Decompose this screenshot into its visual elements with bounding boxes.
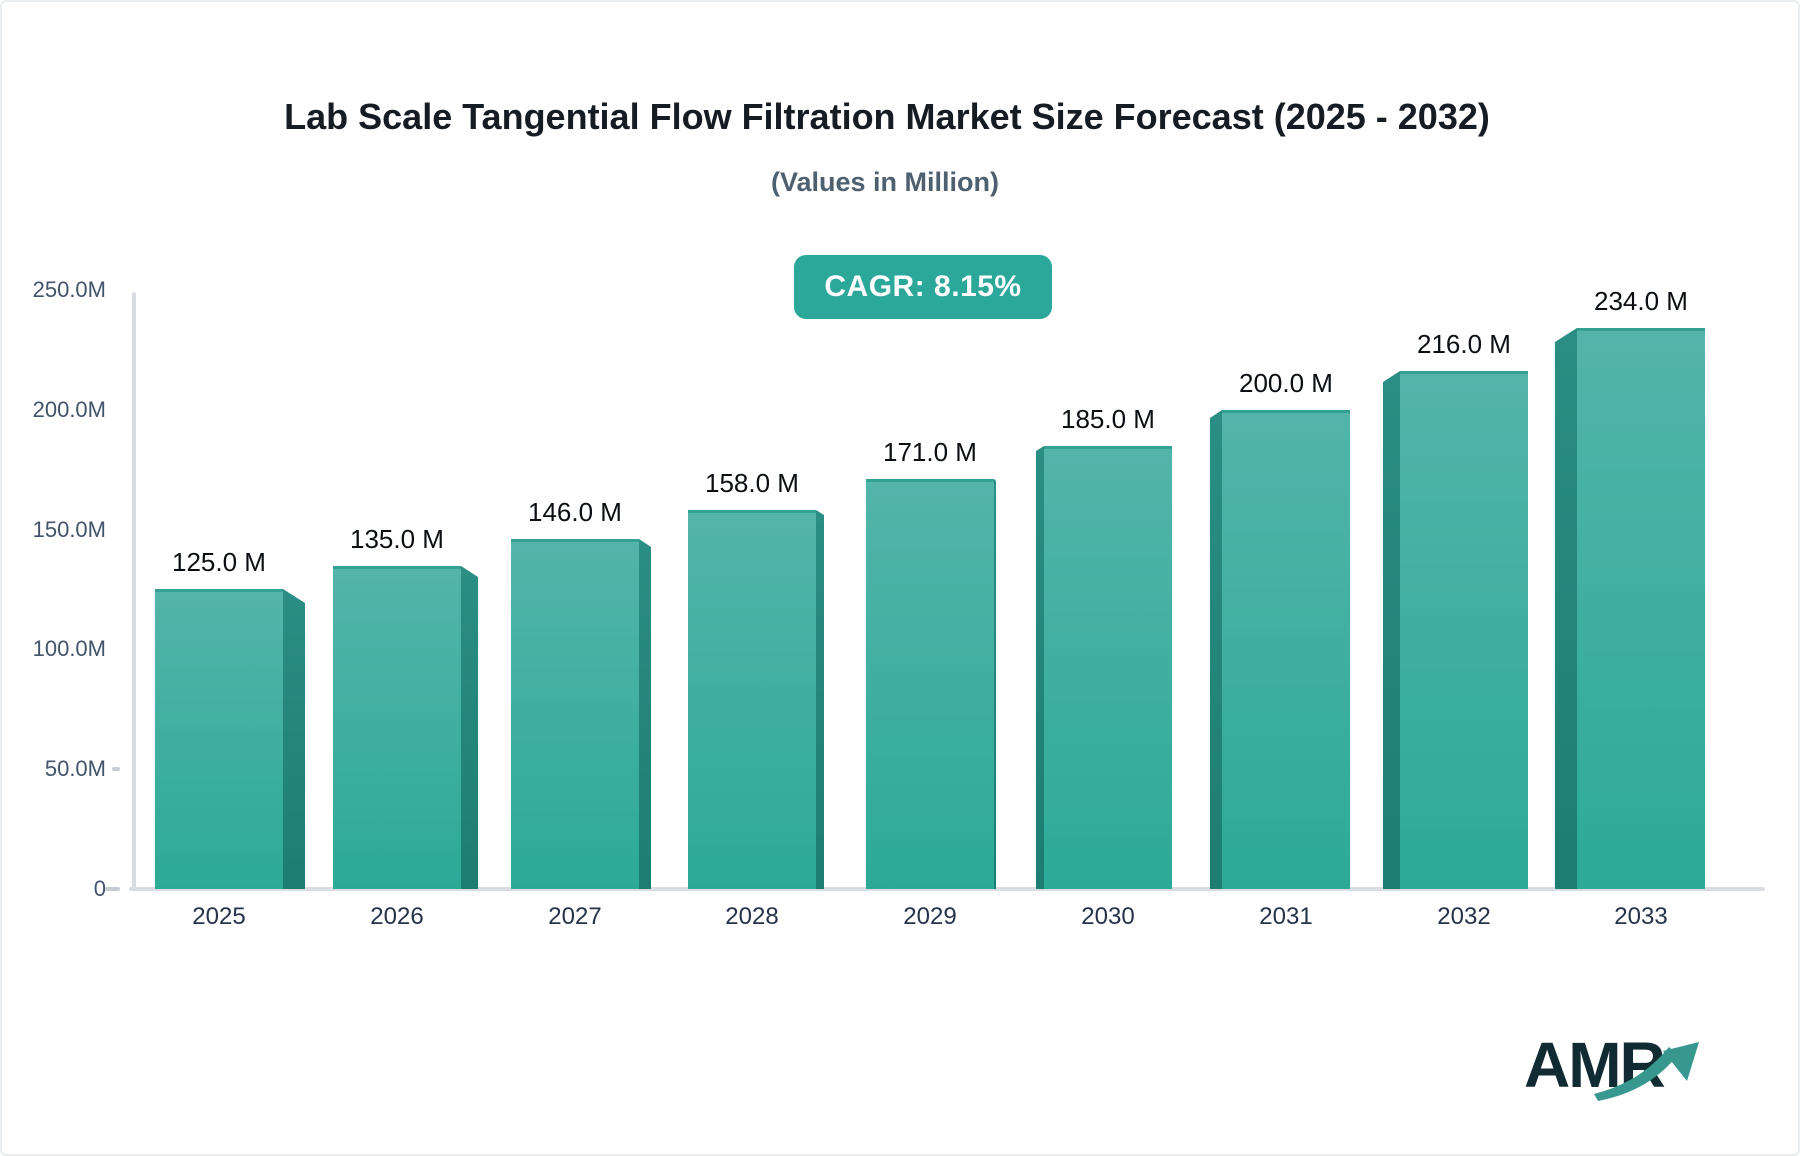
bar-2030[interactable] xyxy=(1044,446,1172,889)
bar-side-face xyxy=(639,539,651,889)
bar-value-label: 158.0 M xyxy=(705,468,799,498)
cagr-badge: CAGR: 8.15% xyxy=(794,255,1052,319)
bar-value-label: 135.0 M xyxy=(350,524,444,554)
bar-2032[interactable] xyxy=(1400,371,1528,889)
bar-2026[interactable] xyxy=(333,566,461,889)
amr-logo-text: AMR xyxy=(1524,1029,1665,1101)
bar-side-face xyxy=(1383,371,1400,889)
bar-value-label: 234.0 M xyxy=(1594,286,1688,316)
bar-value-label: 171.0 M xyxy=(883,437,977,467)
bar-2029[interactable] xyxy=(866,479,994,889)
bar-side-face xyxy=(283,589,305,889)
bar-2028[interactable] xyxy=(688,510,816,889)
y-axis-tick-label: 50.0M xyxy=(44,756,106,782)
bar-2033[interactable] xyxy=(1577,328,1705,889)
bar-2031[interactable] xyxy=(1222,410,1350,889)
y-axis-tick-label: 150.0M xyxy=(32,516,106,542)
y-axis-tick-mark xyxy=(105,887,120,891)
bar-side-face xyxy=(461,566,478,889)
y-axis-tick-mark xyxy=(112,767,120,772)
y-axis-tick-label: 0 xyxy=(93,876,106,901)
y-axis-tick-label: 200.0M xyxy=(32,396,106,422)
chart-subtitle: (Values in Million) xyxy=(770,167,1000,197)
y-axis-line xyxy=(132,292,136,891)
growth-arrow-icon xyxy=(1594,1042,1699,1101)
cagr-badge-label: CAGR: 8.15% xyxy=(824,270,1022,303)
x-axis-tick-label: 2032 xyxy=(1437,903,1491,930)
x-axis-tick-label: 2029 xyxy=(903,903,957,930)
bar-side-face xyxy=(816,510,824,889)
bar-value-label: 200.0 M xyxy=(1239,368,1333,398)
x-axis-tick-label: 2030 xyxy=(1081,903,1135,930)
amr-logo: AMR xyxy=(1502,997,1712,1102)
y-axis-tick-label: 250.0M xyxy=(32,277,106,302)
bar-value-label: 146.0 M xyxy=(528,497,622,527)
bar-side-face xyxy=(1555,328,1577,889)
chart-title: Lab Scale Tangential Flow Filtration Mar… xyxy=(284,96,1490,137)
x-axis-tick-label: 2025 xyxy=(192,903,246,930)
bar-side-face xyxy=(1210,410,1222,889)
bar-side-face xyxy=(994,479,996,889)
x-axis-tick-label: 2027 xyxy=(548,903,602,930)
bar-value-label: 185.0 M xyxy=(1061,404,1155,434)
x-axis-tick-label: 2033 xyxy=(1614,903,1668,930)
x-axis-tick-label: 2026 xyxy=(370,903,424,930)
bar-value-label: 125.0 M xyxy=(172,547,266,577)
x-axis-tick-label: 2031 xyxy=(1259,903,1313,930)
bar-2025[interactable] xyxy=(155,589,283,889)
bar-2027[interactable] xyxy=(511,539,639,889)
x-axis-line xyxy=(129,887,1765,891)
x-axis-tick-label: 2028 xyxy=(725,903,779,930)
bar-value-label: 216.0 M xyxy=(1417,329,1511,359)
bar-side-face xyxy=(1036,446,1044,889)
y-axis-tick-label: 100.0M xyxy=(32,636,106,662)
